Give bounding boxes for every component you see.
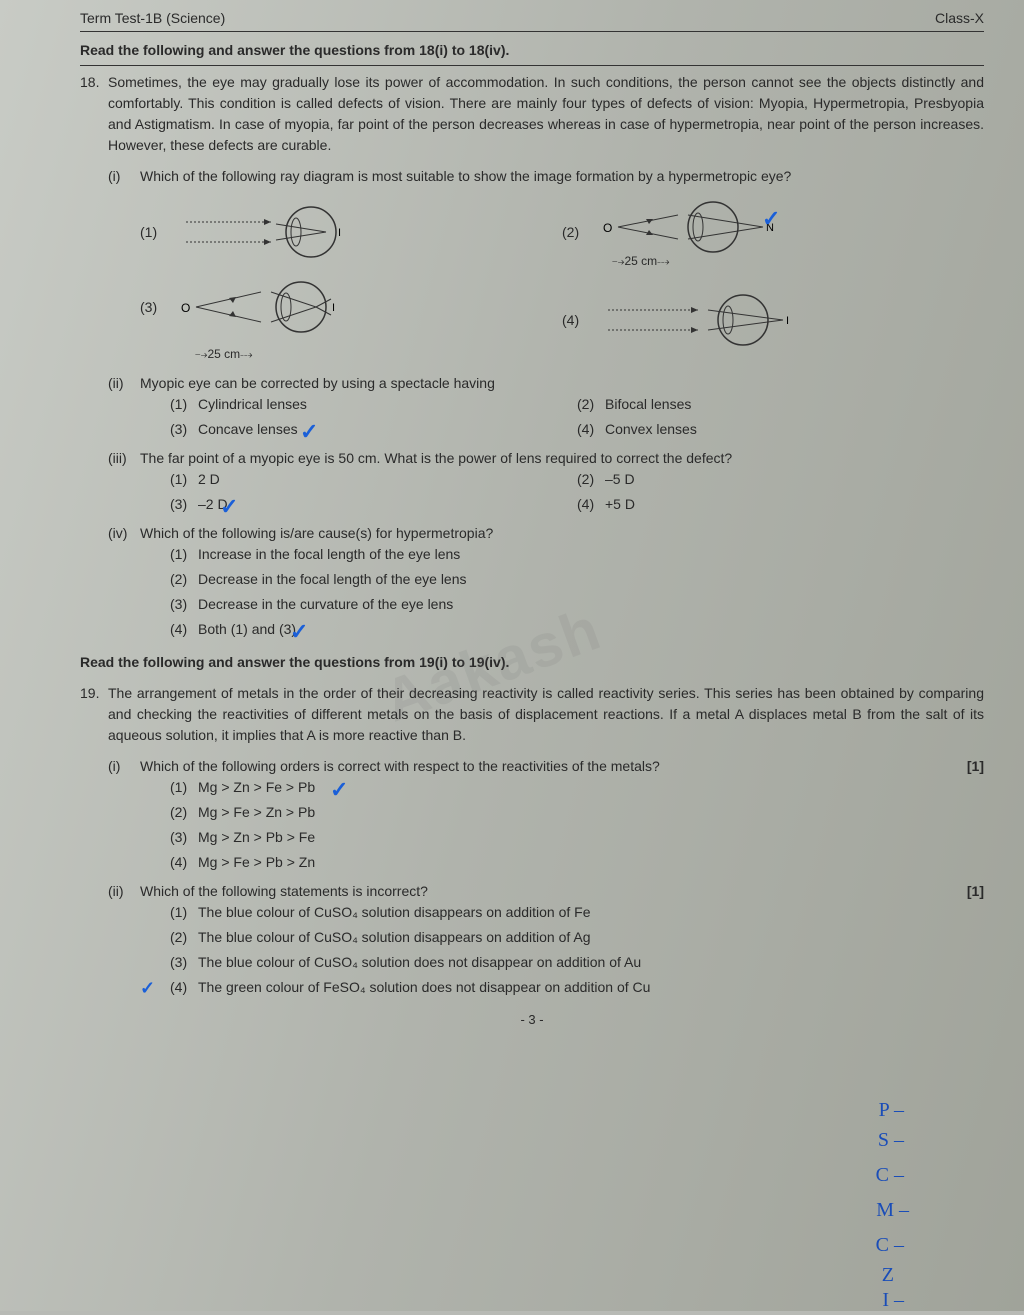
q18-number: 18. xyxy=(80,72,99,93)
hand-c2: C – xyxy=(876,1230,904,1260)
q18-iv-text: Which of the following is/are cause(s) f… xyxy=(140,525,493,541)
ot: Mg > Zn > Pb > Fe xyxy=(198,829,315,845)
on: (2) xyxy=(170,927,187,948)
instruction-18: Read the following and answer the questi… xyxy=(80,36,984,66)
test-title: Term Test-1B (Science) xyxy=(80,8,225,29)
on: (1) xyxy=(170,777,187,798)
class-label: Class-X xyxy=(935,8,984,29)
q19-i-marks: [1] xyxy=(967,756,984,777)
q18-iv-num: (iv) xyxy=(108,523,127,544)
tick-18iv: ✓ xyxy=(290,615,308,648)
q18-i-num: (i) xyxy=(108,166,120,187)
question-19: 19. The arrangement of metals in the ord… xyxy=(80,683,984,998)
ot: Convex lenses xyxy=(605,421,697,437)
page-number: - 3 - xyxy=(80,1010,984,1030)
q18-iv: (iv) Which of the following is/are cause… xyxy=(108,523,984,640)
q19-i: (i) Which of the following orders is cor… xyxy=(108,756,984,873)
q18-iii-text: The far point of a myopic eye is 50 cm. … xyxy=(140,450,732,466)
on: (1) xyxy=(170,544,187,565)
on: (4) xyxy=(170,852,187,873)
ot: The blue colour of CuSO₄ solution disapp… xyxy=(198,929,591,945)
on: (4) xyxy=(577,494,594,515)
tick-18i: ✓ xyxy=(762,202,780,235)
on: (1) xyxy=(170,902,187,923)
q18-iii-num: (iii) xyxy=(108,448,127,469)
on: (3) xyxy=(170,952,187,973)
ot: Decrease in the focal length of the eye … xyxy=(198,571,467,587)
ot: Decrease in the curvature of the eye len… xyxy=(198,596,453,612)
hand-c: C – xyxy=(876,1160,904,1190)
hand-p: P – xyxy=(879,1095,904,1125)
q19-passage: The arrangement of metals in the order o… xyxy=(108,683,984,746)
on: (2) xyxy=(577,394,594,415)
ot: The blue colour of CuSO₄ solution disapp… xyxy=(198,904,591,920)
ot: The green colour of FeSO₄ solution does … xyxy=(198,979,650,995)
q19-ii-marks: [1] xyxy=(967,881,984,902)
ot: +5 D xyxy=(605,496,635,512)
on: (3) xyxy=(170,419,187,440)
q18-ii-num: (ii) xyxy=(108,373,124,394)
ot: Increase in the focal length of the eye … xyxy=(198,546,460,562)
tick-18iii: ✓ xyxy=(220,490,238,523)
ot: Bifocal lenses xyxy=(605,396,691,412)
dim-25cm-2: ⤍25 cm⤏ xyxy=(612,252,670,270)
on: (2) xyxy=(170,802,187,823)
on: (4) xyxy=(170,619,187,640)
svg-text:I: I xyxy=(338,227,341,239)
tick-19ii: ✓ xyxy=(140,975,155,1002)
diagram-row-2: (3) O I xyxy=(140,277,984,363)
instruction-19: Read the following and answer the questi… xyxy=(80,648,984,677)
opt-1-label: (1) xyxy=(140,222,168,243)
ot: Mg > Zn > Fe > Pb xyxy=(198,779,315,795)
q18-iii: (iii) The far point of a myopic eye is 5… xyxy=(108,448,984,515)
tick-18ii: ✓ xyxy=(300,415,318,448)
dim-25cm-3: ⤍25 cm⤏ xyxy=(195,345,253,363)
on: (2) xyxy=(577,469,594,490)
q18-i: (i) Which of the following ray diagram i… xyxy=(108,166,984,363)
opt-2-label: (2) xyxy=(562,222,590,243)
on: (4) xyxy=(170,977,187,998)
q18-i-text: Which of the following ray diagram is mo… xyxy=(140,168,791,184)
ot: Mg > Fe > Zn > Pb xyxy=(198,804,315,820)
ot: Mg > Fe > Pb > Zn xyxy=(198,854,315,870)
q19-i-num: (i) xyxy=(108,756,120,777)
page-header: Term Test-1B (Science) Class-X xyxy=(80,8,984,32)
q18-ii-text: Myopic eye can be corrected by using a s… xyxy=(140,375,495,391)
diagram-row-1: (1) I (2) O xyxy=(140,197,984,267)
svg-text:I: I xyxy=(332,302,335,314)
ot: The blue colour of CuSO₄ solution does n… xyxy=(198,954,641,970)
q19-ii-num: (ii) xyxy=(108,881,124,902)
on: (4) xyxy=(577,419,594,440)
ot: –5 D xyxy=(605,471,635,487)
eye-diagram-1: I xyxy=(176,202,356,262)
opt-3-label: (3) xyxy=(140,297,168,318)
on: (1) xyxy=(170,469,187,490)
svg-text:O: O xyxy=(603,221,612,235)
ot: Both (1) and (3) xyxy=(198,621,296,637)
question-18: 18. Sometimes, the eye may gradually los… xyxy=(80,72,984,640)
ot: 2 D xyxy=(198,471,220,487)
on: (2) xyxy=(170,569,187,590)
opt-4-label: (4) xyxy=(562,310,590,331)
q19-ii-text: Which of the following statements is inc… xyxy=(140,883,428,899)
q19-number: 19. xyxy=(80,683,99,704)
ot: Cylindrical lenses xyxy=(198,396,307,412)
on: (3) xyxy=(170,594,187,615)
q18-ii: (ii) Myopic eye can be corrected by usin… xyxy=(108,373,984,440)
on: (1) xyxy=(170,394,187,415)
on: (3) xyxy=(170,494,187,515)
ot: Concave lenses xyxy=(198,421,298,437)
on: (3) xyxy=(170,827,187,848)
hand-m: M – xyxy=(876,1195,909,1225)
svg-text:O: O xyxy=(181,301,190,315)
hand-s: S – xyxy=(878,1125,904,1155)
eye-diagram-4: I xyxy=(598,290,798,350)
eye-diagram-3: O I xyxy=(176,277,376,337)
svg-text:I: I xyxy=(786,315,789,327)
q19-i-text: Which of the following orders is correct… xyxy=(140,758,660,774)
q19-ii: (ii) Which of the following statements i… xyxy=(108,881,984,998)
q18-passage: Sometimes, the eye may gradually lose it… xyxy=(108,72,984,156)
